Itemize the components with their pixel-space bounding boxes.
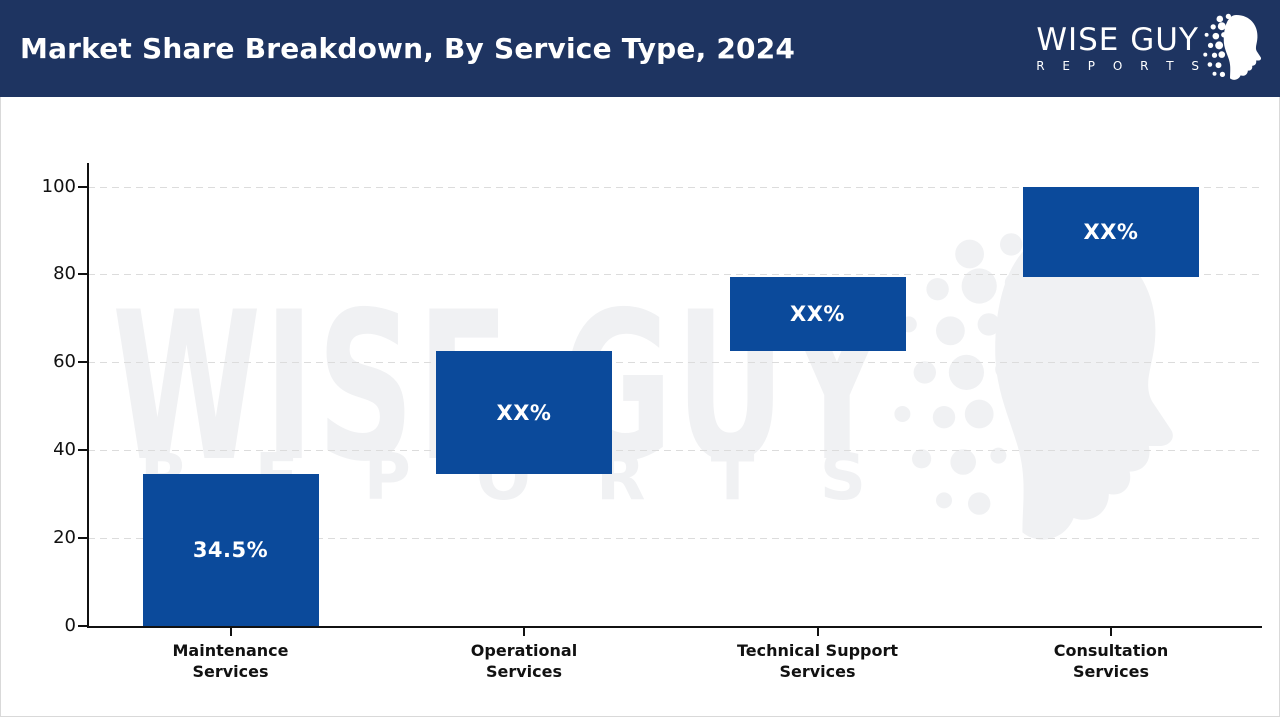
y-tick <box>78 361 87 364</box>
bar-value-label: XX% <box>496 400 552 425</box>
plot-area: 0 20 40 60 80 100 34.5% Maintenance Services XX%… <box>0 97 1280 720</box>
bar-value-label: XX% <box>790 302 845 327</box>
y-tick-label: 60 <box>53 351 76 373</box>
header: Market Share Breakdown, By Service Type,… <box>0 0 1280 97</box>
y-axis-line <box>87 163 89 628</box>
gridline <box>88 538 1262 540</box>
x-category-label: Technical Support Services <box>736 641 899 681</box>
y-tick <box>78 537 87 540</box>
bar-value-label: XX% <box>1083 219 1139 244</box>
y-tick-label: 20 <box>53 527 76 549</box>
logo-subtitle: R E P O R T S <box>1036 59 1206 73</box>
x-category-label: Consultation Services <box>1053 641 1169 681</box>
logo-wordmark: WISE GUY <box>1036 22 1199 58</box>
bar-consultation-services: XX% <box>1023 186 1199 277</box>
x-tick <box>523 628 525 636</box>
y-tick-label: 0 <box>64 615 76 636</box>
y-tick <box>78 449 87 452</box>
bar-value-label: 34.5% <box>192 538 269 563</box>
x-tick <box>816 628 819 636</box>
y-tick-label: 100 <box>41 175 76 197</box>
logo-face-icon <box>1203 13 1262 80</box>
x-tick <box>229 628 232 636</box>
x-axis-line <box>87 626 1262 628</box>
bar-operational-services: XX% <box>436 351 612 475</box>
x-tick <box>1110 628 1112 636</box>
y-tick <box>78 273 87 276</box>
footer-divider <box>0 716 1280 717</box>
gridline <box>88 362 1262 364</box>
bar-technical-support-services: XX% <box>729 276 906 352</box>
y-tick <box>78 625 87 627</box>
y-tick-label: 80 <box>53 263 76 285</box>
page-title: Market Share Breakdown, By Service Type,… <box>20 32 796 65</box>
y-tick-label: 40 <box>53 439 76 461</box>
logo-text: WISE GUY R E P O R T S <box>1029 22 1206 73</box>
gridline <box>88 274 1262 276</box>
gridline <box>88 186 1262 188</box>
gridline <box>88 450 1262 452</box>
x-category-label: Maintenance Services <box>172 641 289 681</box>
bar-maintenance-services: 34.5% <box>142 474 319 626</box>
wise-guy-logo: WISE GUY R E P O R T S <box>1029 9 1266 89</box>
x-category-label: Operational Services <box>470 641 578 681</box>
left-border <box>0 97 1 717</box>
y-tick <box>78 185 87 188</box>
